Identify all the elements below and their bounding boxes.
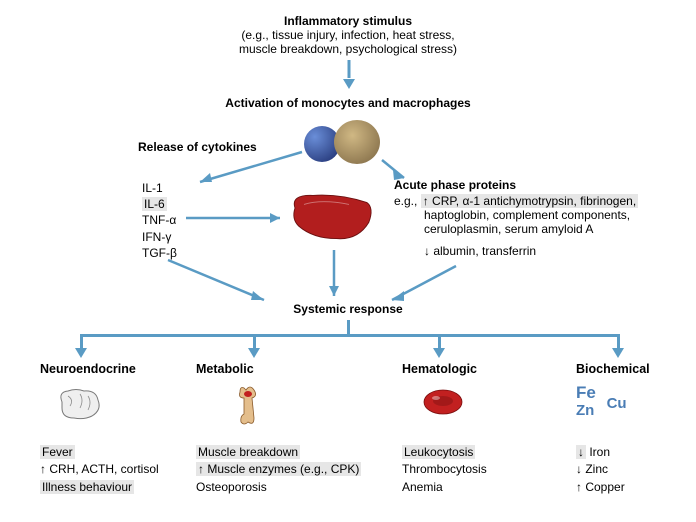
- activation-label: Activation of monocytes and macrophages: [0, 96, 696, 110]
- hemat-head: Hematologic: [402, 362, 562, 376]
- drop-2-head: [248, 348, 260, 358]
- cytokine-tnfa: TNF-α: [142, 212, 177, 228]
- col-metab: Metabolic Muscle breakdown ↑ Muscle enzy…: [196, 362, 376, 496]
- release-label: Release of cytokines: [138, 140, 257, 154]
- acute-eg-prefix: e.g.,: [394, 194, 421, 208]
- bio-zinc: ↓ Zinc: [576, 461, 686, 478]
- neuro-fever: Fever: [40, 445, 75, 459]
- rbc-icon: [422, 388, 464, 416]
- systemic-label: Systemic response: [0, 302, 696, 316]
- metab-enz: ↑ Muscle enzymes (e.g., CPK): [196, 462, 361, 476]
- bio-copper: ↑ Copper: [576, 479, 686, 496]
- cytokine-il1: IL-1: [142, 180, 177, 196]
- acute-phase-block: Acute phase proteins e.g., ↑ CRP, α-1 an…: [394, 178, 684, 258]
- acute-line3: ceruloplasmin, serum amyloid A: [394, 222, 684, 236]
- metab-muscle: Muscle breakdown: [196, 445, 300, 459]
- drop-4: [617, 334, 620, 348]
- col-bio: Biochemical Fe Cu Zn ↓ Iron ↓ Zinc ↑ Cop…: [576, 362, 686, 496]
- hemat-thromb: Thrombocytosis: [402, 461, 562, 478]
- cytokine-tgfb: TGF-β: [142, 245, 177, 261]
- drop-2: [253, 334, 256, 348]
- neuro-crh: ↑ CRH, ACTH, cortisol: [40, 461, 200, 478]
- acute-down: ↓ albumin, transferrin: [394, 244, 684, 258]
- liver-icon: [286, 190, 376, 244]
- hemat-leuk: Leukocytosis: [402, 445, 475, 459]
- arrow-1-wrap: [348, 60, 349, 61]
- col-neuro: Neuroendocrine Fever ↑ CRH, ACTH, cortis…: [40, 362, 200, 496]
- stimulus-sub2: muscle breakdown, psychological stress): [0, 42, 696, 56]
- elem-cu: Cu: [607, 395, 627, 412]
- elem-fe: Fe: [576, 383, 596, 402]
- neuro-illness: Illness behaviour: [40, 480, 134, 494]
- brain-icon: [54, 386, 104, 422]
- acute-line1: ↑ CRP, α-1 antichymotrypsin, fibrinogen,: [421, 194, 638, 208]
- drop-3: [438, 334, 441, 348]
- bone-icon: [236, 384, 260, 428]
- hemat-anemia: Anemia: [402, 479, 562, 496]
- drop-1: [80, 334, 83, 348]
- stimulus-block: Inflammatory stimulus (e.g., tissue inju…: [0, 14, 696, 56]
- drop-1-head: [75, 348, 87, 358]
- monocyte-macrophage-icon: [300, 116, 390, 166]
- elements-icon: Fe Cu Zn: [576, 384, 621, 418]
- drop-3-head: [433, 348, 445, 358]
- drop-4-head: [612, 348, 624, 358]
- branch-bar: [80, 334, 620, 337]
- bio-head: Biochemical: [576, 362, 686, 376]
- systemic-stem: [347, 320, 350, 334]
- cytokine-ifng: IFN-γ: [142, 229, 177, 245]
- acute-label: Acute phase proteins: [394, 178, 684, 192]
- stimulus-sub1: (e.g., tissue injury, infection, heat st…: [0, 28, 696, 42]
- metab-head: Metabolic: [196, 362, 376, 376]
- col-hemat: Hematologic Leukocytosis Thrombocytosis …: [402, 362, 562, 496]
- bio-iron: Iron: [589, 445, 610, 459]
- neuro-head: Neuroendocrine: [40, 362, 200, 376]
- stimulus-title: Inflammatory stimulus: [0, 14, 696, 28]
- cytokine-il6: IL-6: [142, 197, 167, 211]
- acute-line2: haptoglobin, complement components,: [394, 208, 684, 222]
- cytokine-list: IL-1 IL-6 TNF-α IFN-γ TGF-β: [142, 180, 177, 261]
- metab-osteo: Osteoporosis: [196, 479, 376, 496]
